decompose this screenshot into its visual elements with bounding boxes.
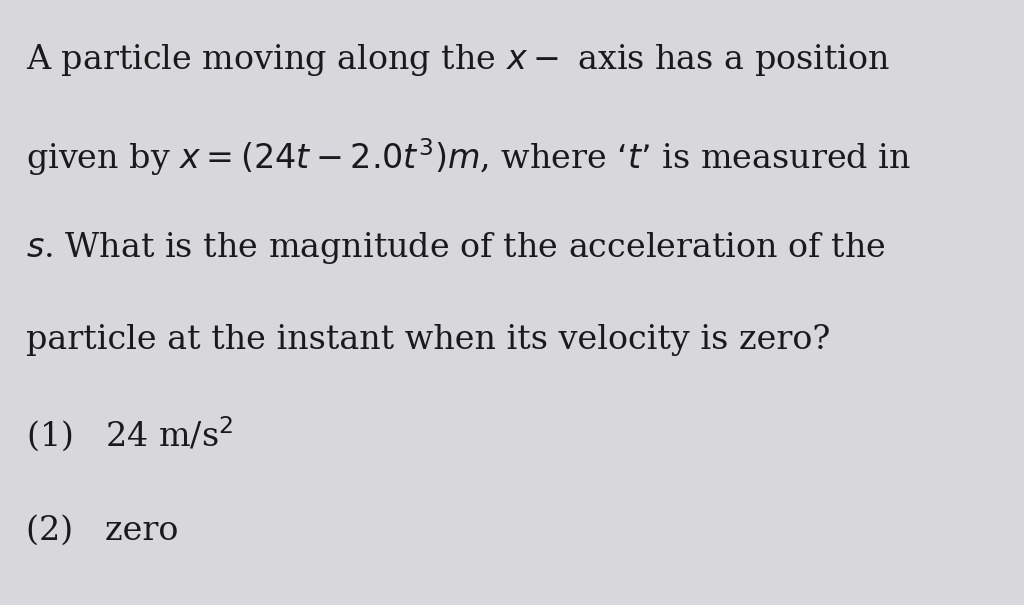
Text: $s$. What is the magnitude of the acceleration of the: $s$. What is the magnitude of the accele… — [26, 230, 885, 266]
Text: (1)   24 m/s$^2$: (1) 24 m/s$^2$ — [26, 414, 232, 454]
Text: A particle moving along the $x -$ axis has a position: A particle moving along the $x -$ axis h… — [26, 42, 890, 79]
Text: (2)   zero: (2) zero — [26, 514, 178, 546]
Text: particle at the instant when its velocity is zero?: particle at the instant when its velocit… — [26, 324, 830, 356]
Text: given by $x = (24t - 2.0t^3)m$, where ‘$t$’ is measured in: given by $x = (24t - 2.0t^3)m$, where ‘$… — [26, 136, 910, 178]
